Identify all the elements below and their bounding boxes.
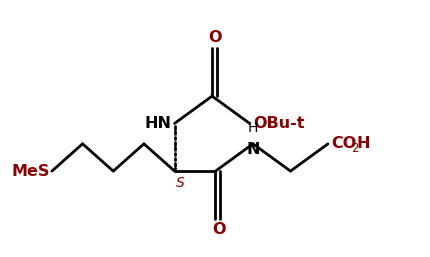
Text: OBu-t: OBu-t	[252, 116, 304, 131]
Text: H: H	[247, 121, 258, 135]
Text: S: S	[176, 176, 184, 190]
Text: 2: 2	[350, 142, 357, 155]
Text: O: O	[212, 222, 225, 237]
Text: CO: CO	[331, 136, 356, 151]
Text: H: H	[356, 136, 369, 151]
Text: MeS: MeS	[12, 164, 50, 179]
Text: N: N	[246, 142, 259, 157]
Text: HN: HN	[144, 116, 171, 131]
Text: O: O	[208, 30, 222, 45]
